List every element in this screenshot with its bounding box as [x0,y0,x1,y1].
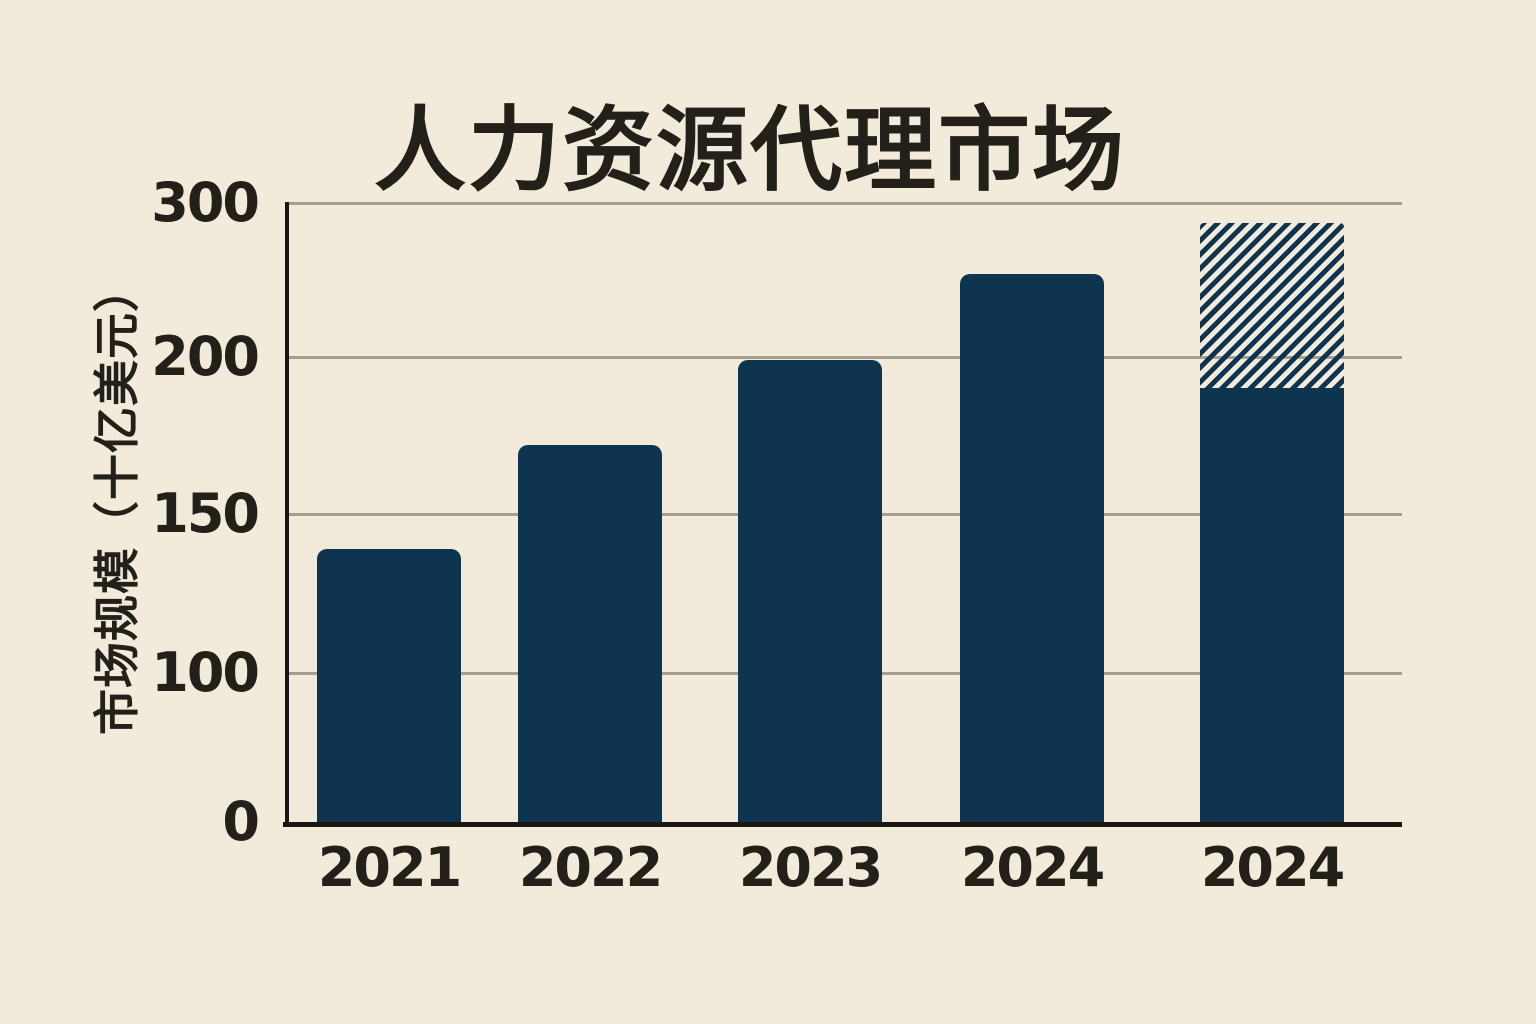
y-tick-label-0: 0 [222,790,260,853]
y-tick-label-200: 200 [151,325,260,388]
x-tick-label-2022-1: 2022 [518,836,663,899]
x-tick-label-2024-3: 2024 [960,836,1105,899]
gridline-200 [285,356,1402,359]
bar-2023-2 [738,360,882,822]
bar-2022-1 [518,444,662,822]
y-tick-label-150: 150 [151,482,260,545]
x-tick-label-2021-0: 2021 [317,836,462,899]
bar-forecast-hatched-segment [1200,223,1344,390]
chart-title: 人力资源代理市场 [373,96,1126,204]
y-tick-label-100: 100 [151,641,260,704]
x-tick-label-2024-4: 2024 [1200,836,1345,899]
x-tick-label-2023-2: 2023 [738,836,883,899]
bar-2024-4 [1200,388,1344,822]
y-axis-line [285,202,289,827]
x-axis-line [283,822,1402,827]
y-tick-label-300: 300 [151,171,260,234]
bar-2024-3 [960,273,1104,822]
gridline-300 [285,202,1402,205]
bar-2021-0 [317,548,461,822]
